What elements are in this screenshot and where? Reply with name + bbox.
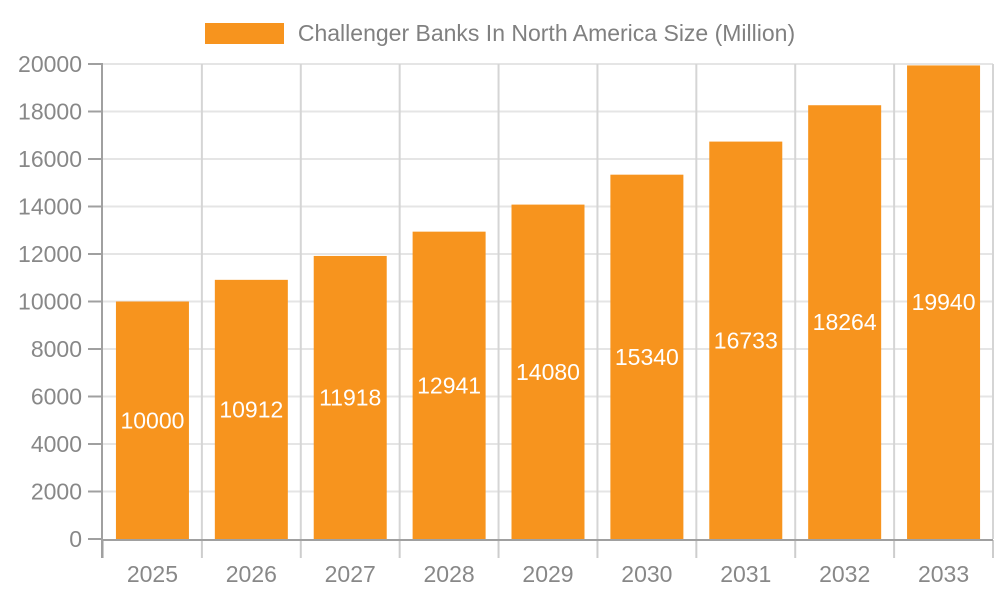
y-tick-label: 6000 bbox=[31, 384, 82, 410]
bar-value-label: 12941 bbox=[417, 372, 481, 398]
x-tick-label: 2032 bbox=[819, 561, 870, 587]
bar-2033 bbox=[907, 65, 981, 540]
y-tick-label: 20000 bbox=[18, 51, 82, 77]
y-tick-label: 16000 bbox=[18, 146, 82, 172]
bar-2028 bbox=[412, 231, 486, 539]
y-tick-label: 10000 bbox=[18, 289, 82, 315]
x-tick-label: 2031 bbox=[720, 561, 771, 587]
bar-2026 bbox=[214, 279, 288, 539]
bar-2030 bbox=[610, 174, 684, 540]
y-tick-label: 2000 bbox=[31, 479, 82, 505]
x-tick-label: 2026 bbox=[226, 561, 277, 587]
bar-2031 bbox=[709, 141, 783, 539]
x-tick-label: 2028 bbox=[424, 561, 475, 587]
bar-2032 bbox=[808, 105, 882, 539]
bar-value-label: 10000 bbox=[120, 407, 184, 433]
bar-2027 bbox=[313, 255, 387, 539]
x-tick-label: 2033 bbox=[918, 561, 969, 587]
x-tick-label: 2027 bbox=[325, 561, 376, 587]
y-tick-label: 12000 bbox=[18, 241, 82, 267]
bar-value-label: 16733 bbox=[714, 327, 778, 353]
bar-2029 bbox=[511, 204, 585, 539]
bar-value-label: 19940 bbox=[912, 289, 976, 315]
legend-swatch bbox=[204, 22, 284, 44]
bar-value-label: 10912 bbox=[219, 396, 283, 422]
legend: Challenger Banks In North America Size (… bbox=[0, 11, 1000, 55]
legend-label: Challenger Banks In North America Size (… bbox=[297, 19, 796, 46]
bar-value-label: 18264 bbox=[813, 309, 877, 335]
bar-2025 bbox=[115, 301, 189, 539]
x-tick-label: 2029 bbox=[522, 561, 573, 587]
bar-value-label: 14080 bbox=[516, 359, 580, 385]
x-tick-label: 2030 bbox=[621, 561, 672, 587]
y-tick-label: 8000 bbox=[31, 336, 82, 362]
y-tick-label: 0 bbox=[69, 526, 82, 552]
y-tick-label: 14000 bbox=[18, 194, 82, 220]
x-tick-label: 2025 bbox=[127, 561, 178, 587]
y-tick-label: 18000 bbox=[18, 99, 82, 125]
y-tick-label: 4000 bbox=[31, 431, 82, 457]
bar-value-label: 15340 bbox=[615, 344, 679, 370]
bar-value-label: 11918 bbox=[319, 384, 381, 410]
